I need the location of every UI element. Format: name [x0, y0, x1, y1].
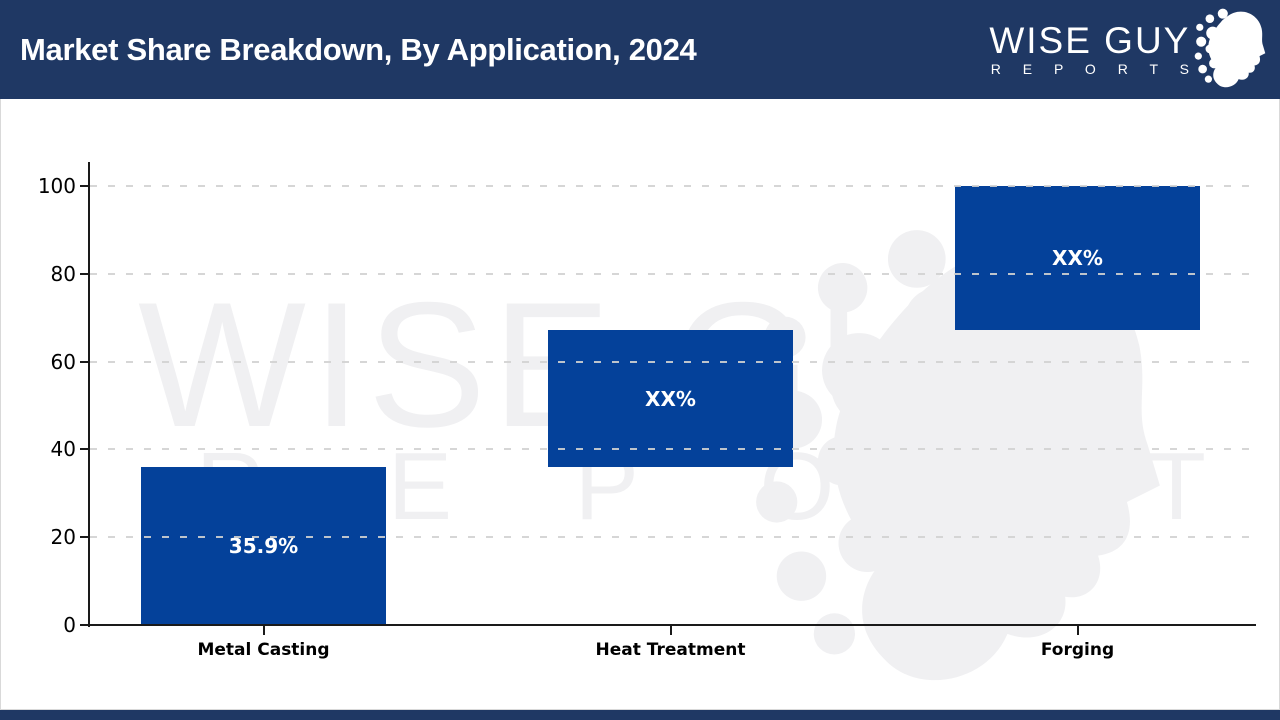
x-category-label: Metal Casting: [197, 640, 330, 660]
y-tick-label-100: 100: [37, 174, 76, 198]
brand-logo-text: WISE GUY R E P O R T S: [982, 20, 1198, 77]
y-axis-line: [88, 162, 90, 627]
y-tick-label-60: 60: [50, 349, 76, 374]
x-tick-2: [669, 626, 672, 635]
x-category-label: Heat Treatment: [595, 640, 746, 660]
y-tick-0: [80, 624, 88, 626]
bar-metal-casting: 35.9%: [141, 467, 386, 625]
y-tick-label-40: 40: [50, 437, 76, 462]
bar-value-label: XX%: [645, 386, 696, 411]
gridline-20: [90, 536, 1256, 539]
x-axis-line: [88, 624, 1256, 626]
gridline-80: [90, 272, 1256, 275]
footer-bar: [0, 710, 1280, 720]
brand-subname: R E P O R T S: [990, 60, 1198, 77]
gridline-100: [90, 185, 1256, 187]
x-category-label: Forging: [1040, 640, 1115, 660]
header-bar: Market Share Breakdown, By Application, …: [0, 0, 1280, 99]
brand-name: WISE GUY: [989, 20, 1191, 62]
bar-value-label: XX%: [1052, 245, 1103, 270]
bar-heat-treatment: XX%: [548, 329, 793, 468]
page-title: Market Share Breakdown, By Application, …: [20, 31, 697, 67]
y-tick-60: [80, 360, 88, 363]
brand-logo: WISE GUY R E P O R T S: [982, 7, 1266, 93]
y-tick-100: [80, 185, 88, 187]
x-tick-3: [1076, 626, 1079, 635]
gridline-60: [90, 360, 1256, 363]
bar-forging: XX%: [955, 186, 1200, 330]
dotted-head-logo-icon: [1194, 8, 1266, 87]
y-tick-20: [80, 536, 88, 539]
y-tick-80: [80, 272, 88, 275]
y-tick-label-80: 80: [50, 261, 76, 286]
y-tick-label-0: 0: [63, 613, 76, 637]
y-tick-label-20: 20: [50, 525, 76, 550]
y-tick-40: [80, 448, 88, 451]
bar-value-label: 35.9%: [228, 534, 299, 559]
gridline-40: [90, 448, 1256, 451]
x-tick-1: [262, 626, 265, 635]
